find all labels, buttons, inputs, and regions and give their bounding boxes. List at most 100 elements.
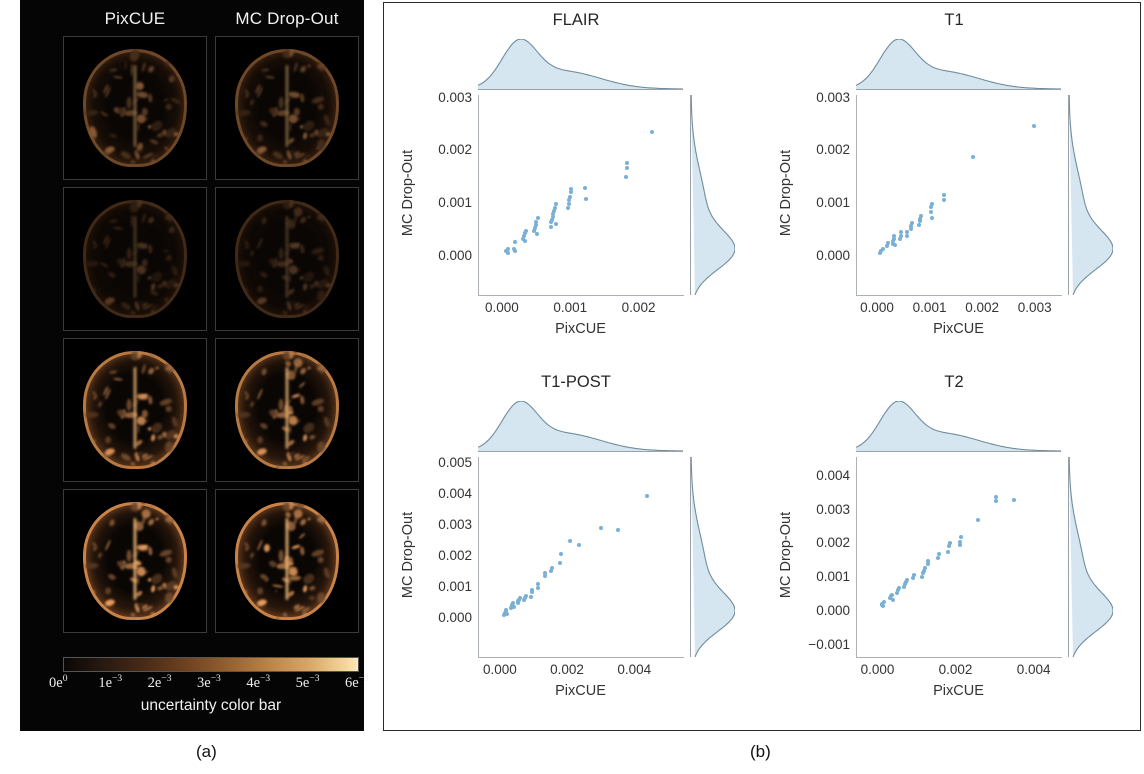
- scatter-point: [947, 541, 952, 546]
- scatter-point: [917, 219, 922, 224]
- x-tick-label: 0.002: [621, 300, 656, 315]
- scatter-point: [945, 549, 950, 554]
- marginal-kde-x-t2: [856, 401, 1061, 452]
- scatter-point: [530, 587, 535, 592]
- scatter-point: [543, 571, 548, 576]
- column-header-pixcue: PixCUE: [104, 9, 166, 28]
- scatter-point: [926, 559, 931, 564]
- scatter-point: [517, 595, 522, 600]
- scatter-point: [568, 190, 573, 195]
- scatter-point: [569, 187, 574, 192]
- scatter-point: [567, 198, 572, 203]
- scatter-point: [890, 598, 895, 603]
- scatter-point: [504, 612, 509, 617]
- scatter-point: [529, 594, 534, 599]
- y-tick-label: 0.002: [438, 548, 472, 564]
- scatter-point: [929, 205, 934, 210]
- y-tick-label: 0.004: [438, 486, 472, 502]
- scatter-point: [891, 236, 896, 241]
- scatter-point: [542, 574, 547, 579]
- y-tick-label: −0.001: [808, 637, 850, 653]
- plot-area-t1-post: [478, 457, 684, 658]
- plot-area-t2: [856, 457, 1062, 658]
- scatter-point: [522, 231, 527, 236]
- jointplot-flair: FLAIR 0.000 0.001 0.002 0.003 0.000 0.001 0.002…: [390, 7, 762, 367]
- scatter-point: [565, 206, 570, 211]
- scatter-point: [566, 202, 571, 207]
- scatter-point: [920, 575, 925, 580]
- scatter-point: [881, 247, 886, 252]
- y-axis-title-t1-post: MC Drop-Out: [400, 511, 416, 599]
- scatter-point: [552, 205, 557, 210]
- scatter-point: [881, 604, 886, 609]
- scatter-point: [935, 555, 940, 560]
- scatter-point: [523, 596, 528, 601]
- marginal-kde-x-t1-post: [478, 401, 683, 452]
- scatter-point: [921, 568, 926, 573]
- subcaption-b: (b): [750, 742, 771, 761]
- scatter-point: [911, 573, 916, 578]
- scatter-point: [958, 539, 963, 544]
- scatter-point: [533, 223, 538, 227]
- plot-area-t1: [856, 95, 1062, 296]
- scatter-point: [892, 243, 897, 247]
- plot-area-flair: [478, 95, 684, 296]
- scatter-point: [1012, 498, 1017, 503]
- scatter-point: [623, 174, 628, 179]
- scatter-point: [645, 494, 650, 499]
- scatter-point: [649, 130, 654, 135]
- chart-title-flair: FLAIR: [552, 11, 600, 29]
- scatter-point: [942, 193, 947, 197]
- colorbar-ticks: 0e0 1e−3 2e−3 3e−3 4e−3 5e−3 6e−3: [49, 674, 369, 696]
- scatter-point: [941, 198, 946, 203]
- chart-title-t1-post: T1-POST: [541, 373, 611, 391]
- scatter-point: [908, 227, 913, 232]
- scatter-point: [976, 518, 981, 523]
- mri-grid: PixCUE MC Drop-Out FLAIR T1 T1-POST T2: [63, 6, 359, 651]
- scatter-point: [576, 543, 581, 548]
- scatter-point: [929, 201, 934, 206]
- colorbar-tick: 4e−3: [246, 674, 271, 691]
- scatter-point: [550, 217, 555, 222]
- scatter-point: [959, 534, 964, 539]
- scatter-point: [532, 228, 537, 233]
- y-tick-label: 0.005: [438, 455, 472, 471]
- scatter-point: [557, 561, 562, 566]
- scatter-point: [902, 584, 907, 589]
- x-tick-label: 0.001: [912, 300, 947, 315]
- scatter-point: [889, 592, 894, 597]
- scatter-point: [505, 247, 510, 252]
- x-axis-title-t2: PixCUE: [933, 683, 984, 699]
- y-tick-label: 0.002: [438, 142, 472, 158]
- y-axis-title-flair: MC Drop-Out: [400, 149, 416, 237]
- scatter-point: [970, 154, 975, 159]
- x-axis-title-flair: PixCUE: [555, 321, 606, 337]
- y-tick-label: 0.001: [438, 194, 472, 210]
- marginal-kde-y-flair: [690, 95, 735, 295]
- y-tick-label: 0.002: [816, 535, 850, 551]
- scatter-point: [513, 248, 518, 253]
- scatter-point: [512, 239, 517, 244]
- x-tick-label: 0.001: [553, 300, 588, 315]
- y-tick-label: 0.003: [816, 501, 850, 517]
- scatter-point: [890, 241, 895, 246]
- scatter-point: [878, 251, 883, 256]
- scatter-point: [886, 240, 890, 245]
- x-tick-label: 0.002: [938, 662, 973, 677]
- scatter-point: [895, 590, 900, 595]
- scatter-point: [523, 593, 528, 598]
- scatter-point: [896, 588, 900, 593]
- scatter-point: [909, 220, 914, 225]
- panel-a-mri-montage: PixCUE MC Drop-Out FLAIR T1 T1-POST T2 0…: [20, 0, 369, 731]
- scatter-point: [930, 216, 935, 221]
- uncertainty-colorbar: [63, 657, 359, 672]
- scatter-point: [918, 216, 923, 221]
- scatter-point: [553, 202, 558, 207]
- x-tick-label: 0.002: [965, 300, 1000, 315]
- x-tick-label: 0.000: [860, 662, 895, 677]
- mri-tile-flair-pixcue: [63, 36, 207, 180]
- y-tick-label: 0.002: [816, 142, 850, 158]
- y-tick-label: 0.004: [816, 467, 850, 483]
- y-tick-label: 0.001: [816, 569, 850, 585]
